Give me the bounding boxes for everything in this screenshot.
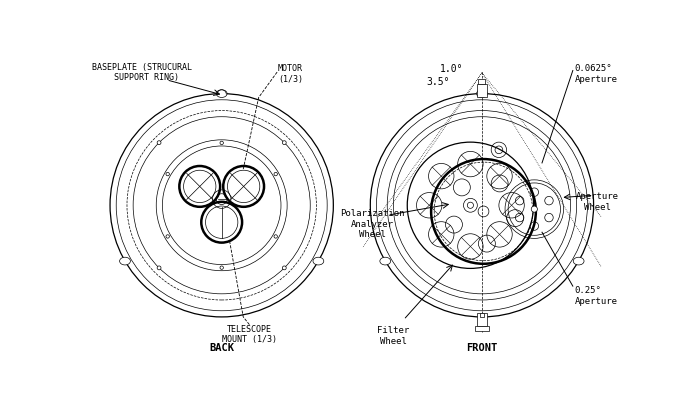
Text: BASEPLATE (STRUCURAL
  SUPPORT RING): BASEPLATE (STRUCURAL SUPPORT RING) xyxy=(92,63,192,82)
Ellipse shape xyxy=(216,90,227,98)
Ellipse shape xyxy=(380,257,391,265)
Circle shape xyxy=(468,202,473,208)
Bar xyxy=(479,79,485,84)
Text: MOTOR
(1/3): MOTOR (1/3) xyxy=(278,64,303,84)
Circle shape xyxy=(531,206,538,212)
Ellipse shape xyxy=(477,90,487,98)
Text: 3.5°: 3.5° xyxy=(426,77,450,86)
Circle shape xyxy=(220,266,223,269)
Text: TELESCOPE
MOUNT (1/3): TELESCOPE MOUNT (1/3) xyxy=(222,325,277,344)
Bar xyxy=(477,313,487,326)
Text: Filter
Wheel: Filter Wheel xyxy=(377,326,409,346)
Circle shape xyxy=(274,235,277,238)
Circle shape xyxy=(282,141,286,144)
Text: 0.25°
Aperture: 0.25° Aperture xyxy=(574,286,617,306)
Circle shape xyxy=(166,173,169,176)
Ellipse shape xyxy=(573,257,584,265)
Circle shape xyxy=(166,235,169,238)
Text: Polarization
Analyzer
Wheel: Polarization Analyzer Wheel xyxy=(340,209,405,239)
Circle shape xyxy=(220,141,223,144)
Circle shape xyxy=(158,141,161,144)
Bar xyxy=(477,84,487,98)
Ellipse shape xyxy=(313,257,324,265)
Text: FRONT: FRONT xyxy=(466,343,498,353)
Ellipse shape xyxy=(120,257,130,265)
Circle shape xyxy=(158,266,161,270)
Text: Aperture
Wheel: Aperture Wheel xyxy=(576,192,619,212)
Text: 0.0625°
Aperture: 0.0625° Aperture xyxy=(574,64,617,84)
Bar xyxy=(475,326,489,331)
Text: 1.0°: 1.0° xyxy=(440,64,463,74)
Bar xyxy=(480,313,484,317)
Circle shape xyxy=(282,266,286,270)
Circle shape xyxy=(274,173,277,176)
Text: BACK: BACK xyxy=(209,343,234,353)
